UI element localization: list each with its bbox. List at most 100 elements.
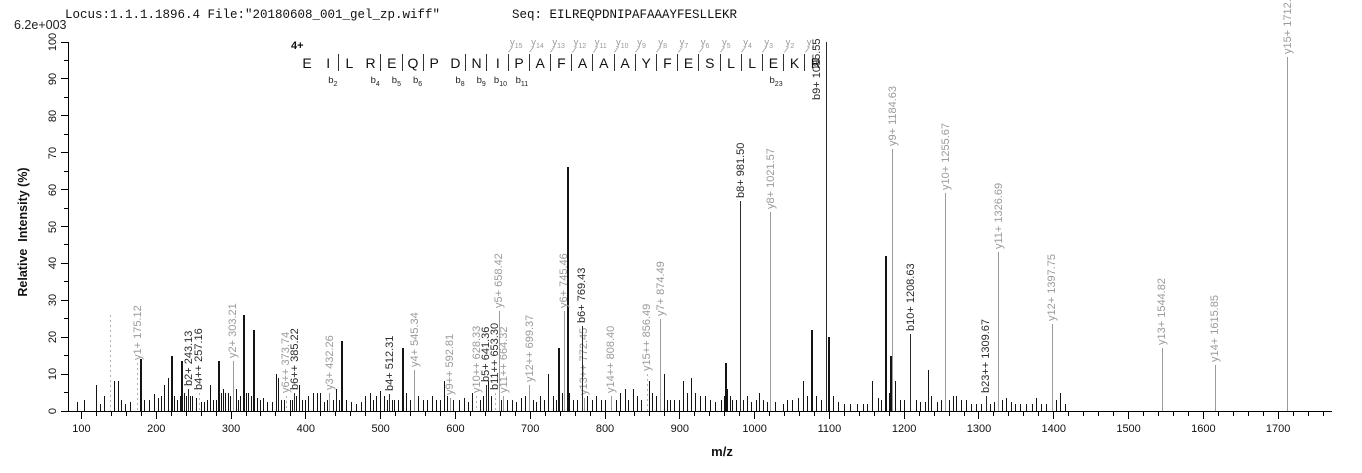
- peak: [667, 399, 669, 411]
- peak: [763, 399, 765, 411]
- peak: [427, 399, 429, 411]
- b-ion-peak-label: b4++ 257.16: [193, 327, 205, 390]
- base-peak-intensity-label: 6.2e+003: [14, 18, 67, 32]
- residue-letter: A: [599, 55, 609, 71]
- x-minor-tick: [1172, 412, 1174, 416]
- x-minor-tick: [350, 412, 352, 416]
- y-ion-peak: [660, 318, 662, 411]
- peak: [160, 396, 162, 411]
- peak: [766, 401, 768, 411]
- y-major-tick: [61, 41, 68, 43]
- peak: [406, 392, 408, 411]
- x-minor-tick: [499, 412, 501, 416]
- x-axis-title: m/z: [711, 444, 733, 459]
- peak: [856, 403, 858, 411]
- y-ion-peak: [1051, 324, 1053, 411]
- peak: [463, 398, 465, 411]
- residue-letter: E: [302, 55, 312, 71]
- peak: [324, 401, 326, 411]
- peak: [980, 403, 982, 411]
- y-ion-peak: [503, 396, 505, 411]
- peak: [308, 396, 310, 411]
- x-tick-label: 600: [446, 423, 465, 435]
- b-ion-peak-label: b6++ 385.22: [288, 327, 301, 390]
- x-minor-tick: [200, 412, 202, 416]
- x-minor-tick: [1008, 412, 1010, 416]
- cleavage-bar: [613, 54, 615, 71]
- peak: [248, 392, 250, 411]
- y-ion-peak: [998, 252, 1000, 411]
- peak: [240, 396, 242, 411]
- x-minor-tick: [619, 412, 621, 416]
- peak: [83, 399, 85, 411]
- y-ion-marker: y5: [722, 37, 731, 50]
- peak: [291, 399, 293, 411]
- cleavage-bar: [783, 54, 785, 71]
- y-major-tick: [61, 336, 68, 338]
- y-ion-peak-label: y7+ 874.49: [654, 261, 667, 316]
- peak: [904, 399, 906, 411]
- peak: [953, 396, 955, 411]
- peak: [336, 388, 337, 411]
- peak: [775, 401, 777, 411]
- title-locus-file: Locus:1.1.1.1896.4 File:"20180608_001_ge…: [65, 8, 441, 22]
- x-tick-label: 1500: [1116, 423, 1141, 435]
- peak: [678, 399, 680, 411]
- peak: [139, 359, 142, 411]
- peak: [700, 396, 702, 411]
- y-minor-tick: [64, 244, 68, 246]
- x-major-tick: [1053, 412, 1055, 419]
- peak: [398, 399, 400, 411]
- peak: [251, 396, 253, 411]
- y-tick-label: 20: [47, 331, 59, 344]
- x-minor-tick: [858, 412, 860, 416]
- residue-letter: A: [535, 55, 545, 71]
- x-minor-tick: [1038, 412, 1040, 416]
- peak: [262, 398, 264, 411]
- y-ion-peak: [583, 398, 585, 411]
- cleavage-bar: [380, 54, 382, 71]
- cleavage-bar: [549, 54, 551, 71]
- x-minor-tick: [544, 412, 546, 416]
- residue-letter: Q: [407, 55, 419, 71]
- x-major-tick: [155, 412, 157, 419]
- x-minor-tick: [559, 412, 561, 416]
- peak: [369, 392, 371, 411]
- y-minor-tick: [64, 170, 68, 172]
- x-tick-label: 300: [221, 423, 241, 435]
- b-ion-peak-label: b8+ 981.50: [734, 142, 747, 198]
- y-ion-peak: [1214, 364, 1216, 411]
- peak: [736, 399, 738, 411]
- x-minor-tick: [185, 412, 187, 416]
- peak: [920, 401, 922, 411]
- peak: [281, 399, 283, 411]
- peak: [669, 399, 671, 411]
- peak: [432, 396, 434, 411]
- peak: [899, 399, 901, 411]
- x-tick-label: 800: [595, 423, 615, 435]
- y-ion-peak: [498, 311, 500, 411]
- precursor-charge-label: 4+: [291, 40, 304, 52]
- peak: [283, 399, 285, 411]
- peak: [1020, 403, 1022, 411]
- b-ion-peak-label: b4+ 512.31: [383, 336, 396, 392]
- y-ion-peak: [529, 385, 531, 411]
- y-ion-peak-label: y10+ 1255.67: [939, 123, 952, 191]
- peak: [120, 399, 122, 411]
- y-ion-marker: y13: [552, 37, 565, 50]
- peak: [586, 396, 588, 411]
- residue-letter: I: [495, 55, 500, 71]
- peak: [1006, 398, 1008, 411]
- peak: [483, 396, 485, 411]
- residue-letter: D: [450, 55, 461, 71]
- peak: [209, 385, 211, 411]
- y-ion-peak-label: y15++ 856.49: [641, 303, 654, 372]
- y-ion-peak: [329, 392, 331, 411]
- cleavage-bar: [677, 54, 679, 71]
- x-minor-tick: [1232, 412, 1234, 416]
- peak: [380, 390, 382, 411]
- residue-letter: S: [705, 55, 715, 71]
- peak: [730, 396, 732, 411]
- y-ion-peak: [610, 396, 612, 411]
